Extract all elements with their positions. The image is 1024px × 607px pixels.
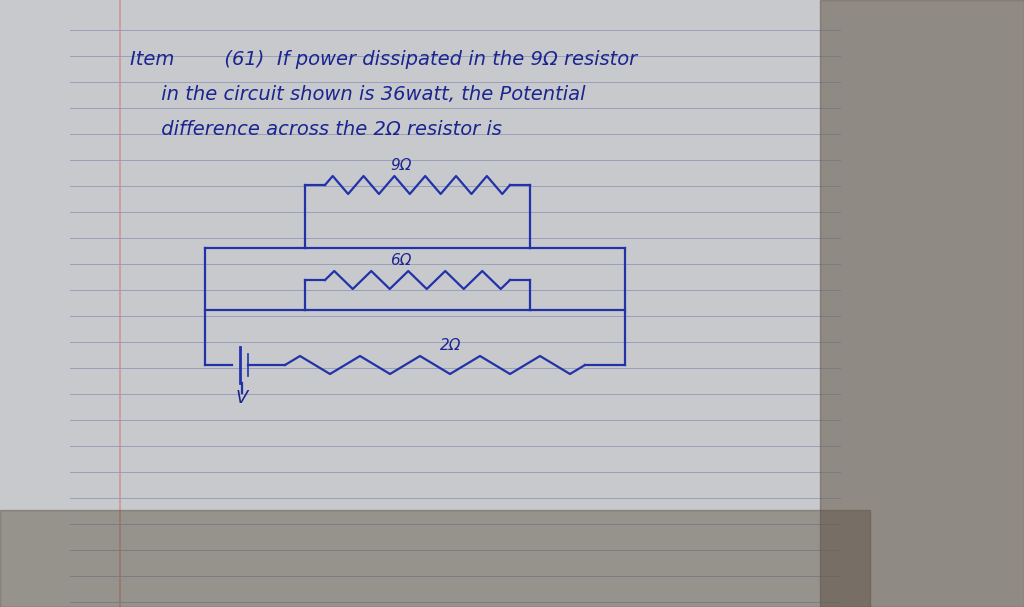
Text: Item        (61)  If power dissipated in the 9Ω resistor: Item (61) If power dissipated in the 9Ω …: [130, 50, 637, 69]
Text: difference across the 2Ω resistor is: difference across the 2Ω resistor is: [130, 120, 502, 139]
Bar: [0, 510, 870, 607]
Text: 9Ω: 9Ω: [390, 158, 412, 173]
Bar: [820, 0, 1024, 607]
Text: in the circuit shown is 36watt, the Potential: in the circuit shown is 36watt, the Pote…: [130, 85, 586, 104]
Text: 2Ω: 2Ω: [440, 338, 462, 353]
Text: V: V: [236, 389, 249, 407]
Text: 6Ω: 6Ω: [390, 253, 412, 268]
